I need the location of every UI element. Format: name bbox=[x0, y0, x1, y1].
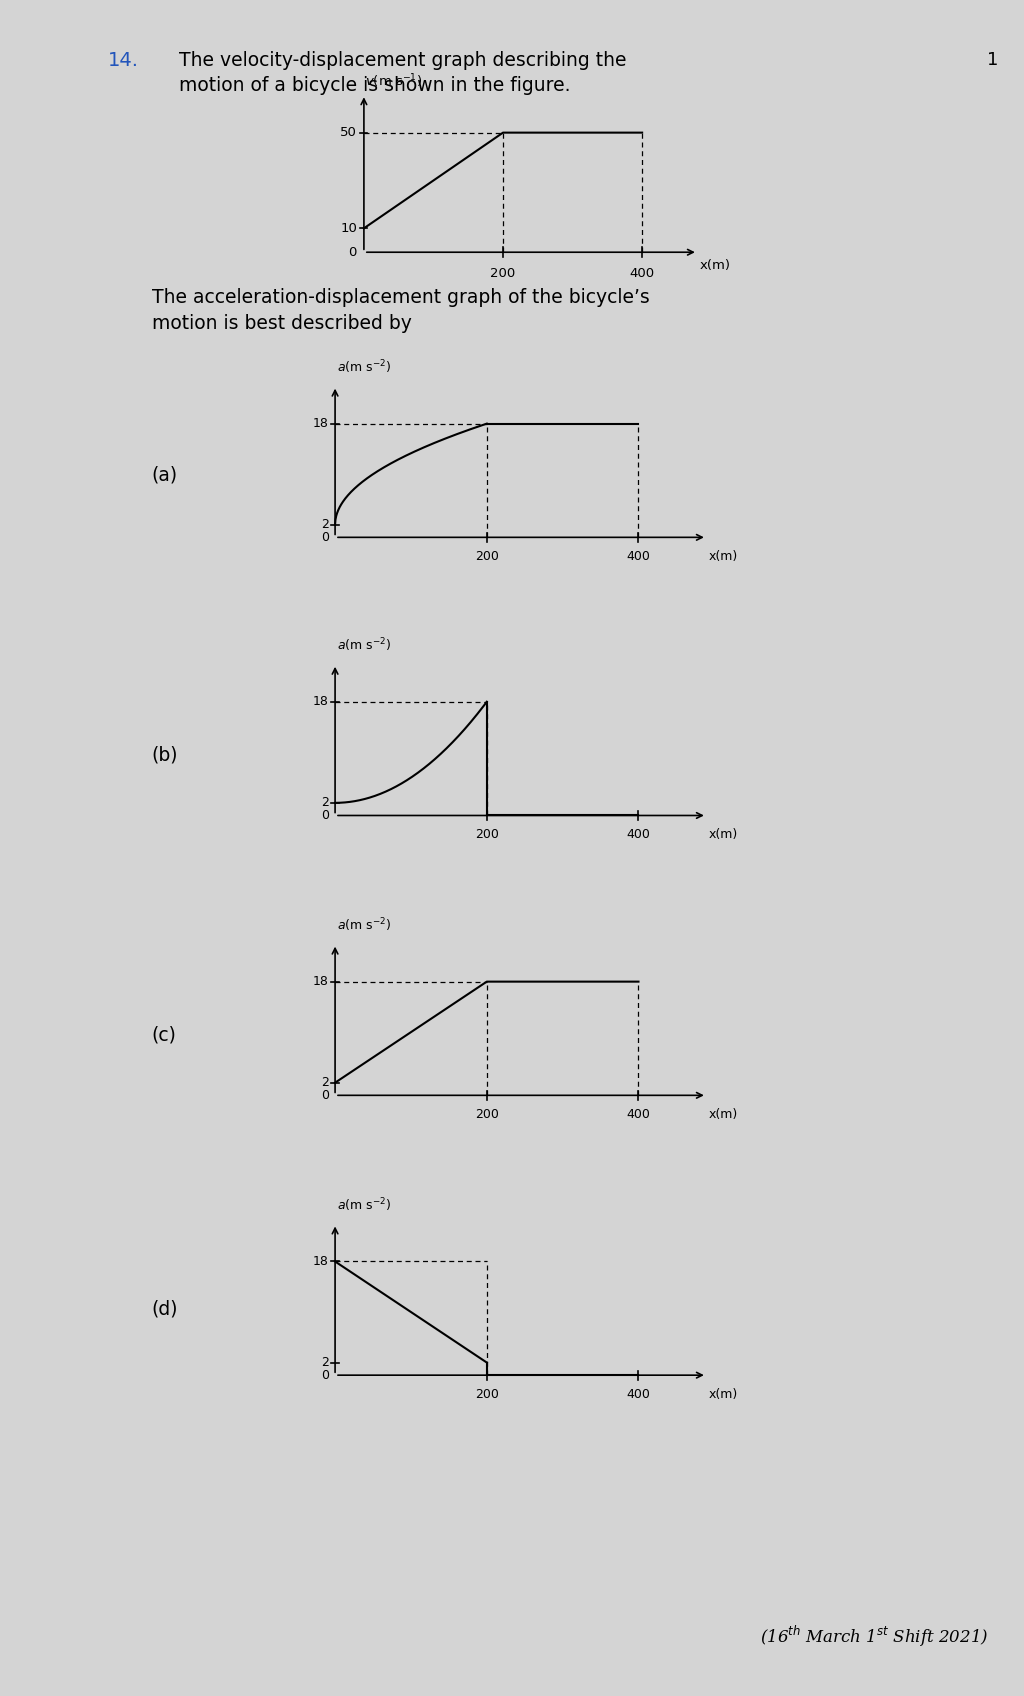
Text: 18: 18 bbox=[313, 417, 329, 431]
Text: 14.: 14. bbox=[108, 51, 138, 70]
Text: 200: 200 bbox=[475, 1387, 499, 1401]
Text: $a$(m s$^{-2}$): $a$(m s$^{-2}$) bbox=[337, 358, 391, 377]
Text: (b): (b) bbox=[152, 745, 178, 765]
Text: 200: 200 bbox=[490, 266, 516, 280]
Text: 18: 18 bbox=[313, 1255, 329, 1269]
Text: x(m): x(m) bbox=[709, 828, 738, 841]
Text: 0: 0 bbox=[321, 531, 329, 544]
Text: 400: 400 bbox=[627, 1107, 650, 1121]
Text: x(m): x(m) bbox=[709, 1387, 738, 1401]
Text: 0: 0 bbox=[321, 1089, 329, 1102]
Text: 18: 18 bbox=[313, 695, 329, 709]
Text: (16$^{th}$ March 1$^{st}$ Shift 2021): (16$^{th}$ March 1$^{st}$ Shift 2021) bbox=[760, 1623, 988, 1649]
Text: 200: 200 bbox=[475, 828, 499, 841]
Text: 2: 2 bbox=[322, 1357, 329, 1369]
Text: 200: 200 bbox=[475, 550, 499, 563]
Text: 0: 0 bbox=[348, 246, 357, 259]
Text: 400: 400 bbox=[630, 266, 654, 280]
Text: 50: 50 bbox=[340, 126, 357, 139]
Text: $a$(m s$^{-2}$): $a$(m s$^{-2}$) bbox=[337, 916, 391, 934]
Text: x(m): x(m) bbox=[709, 1107, 738, 1121]
Text: 0: 0 bbox=[321, 1369, 329, 1382]
Text: 200: 200 bbox=[475, 1107, 499, 1121]
Text: x(m): x(m) bbox=[699, 259, 730, 273]
Text: $a$(m s$^{-2}$): $a$(m s$^{-2}$) bbox=[337, 1196, 391, 1214]
Text: 2: 2 bbox=[322, 1077, 329, 1089]
Text: motion of a bicycle is shown in the figure.: motion of a bicycle is shown in the figu… bbox=[179, 76, 570, 95]
Text: 0: 0 bbox=[321, 809, 329, 823]
Text: 18: 18 bbox=[313, 975, 329, 989]
Text: $v$(m s$^{-1}$): $v$(m s$^{-1}$) bbox=[366, 71, 423, 90]
Text: 2: 2 bbox=[322, 797, 329, 809]
Text: 1: 1 bbox=[987, 51, 998, 70]
Text: (d): (d) bbox=[152, 1299, 178, 1319]
Text: 400: 400 bbox=[627, 1387, 650, 1401]
Text: 10: 10 bbox=[340, 222, 357, 234]
Text: (c): (c) bbox=[152, 1024, 176, 1045]
Text: 2: 2 bbox=[322, 519, 329, 531]
Text: 400: 400 bbox=[627, 550, 650, 563]
Text: x(m): x(m) bbox=[709, 550, 738, 563]
Text: 400: 400 bbox=[627, 828, 650, 841]
Text: The acceleration-displacement graph of the bicycle’s: The acceleration-displacement graph of t… bbox=[152, 288, 649, 307]
Text: (a): (a) bbox=[152, 465, 178, 485]
Text: $a$(m s$^{-2}$): $a$(m s$^{-2}$) bbox=[337, 636, 391, 655]
Text: motion is best described by: motion is best described by bbox=[152, 314, 412, 332]
Text: The velocity-displacement graph describing the: The velocity-displacement graph describi… bbox=[179, 51, 627, 70]
